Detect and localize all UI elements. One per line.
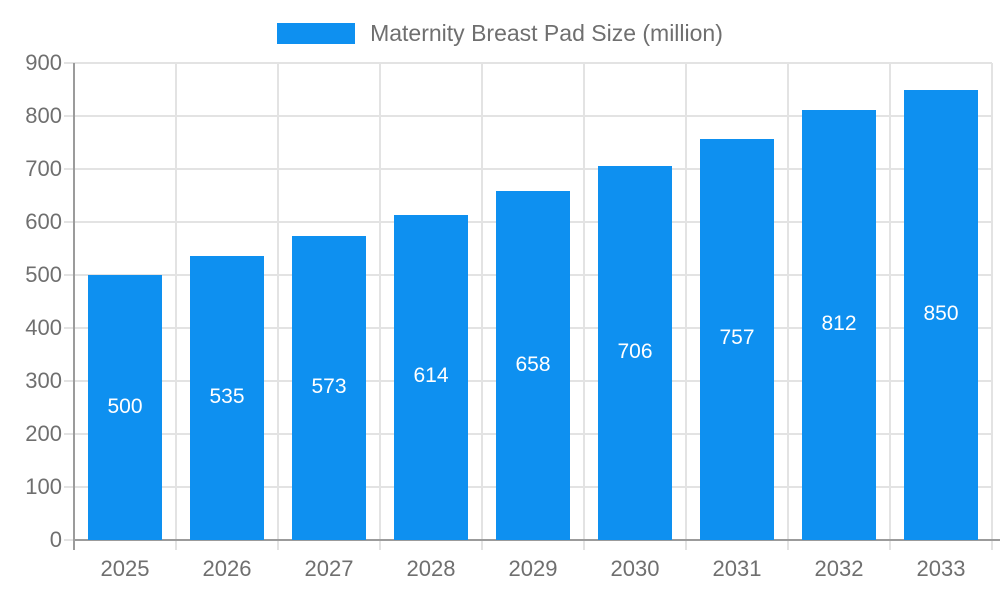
- x-gridline: [889, 63, 891, 540]
- y-tick-mark: [64, 433, 74, 435]
- bar-2027[interactable]: [292, 236, 366, 540]
- bar-value-label: 614: [413, 364, 449, 388]
- x-axis-tick-label: 2032: [814, 556, 864, 581]
- x-tick-mark: [685, 540, 687, 550]
- x-axis-tick-label: 2025: [100, 556, 150, 581]
- y-axis-tick-label: 700: [25, 156, 62, 181]
- x-tick-mark: [481, 540, 483, 550]
- x-axis-tick-label: 2029: [508, 556, 558, 581]
- y-tick-mark: [64, 62, 74, 64]
- x-axis-tick-label: 2030: [610, 556, 660, 581]
- y-axis-tick-label: 600: [25, 209, 62, 234]
- y-axis-tick-label: 800: [25, 103, 62, 128]
- x-gridline: [583, 63, 585, 540]
- y-axis-tick-label: 300: [25, 368, 62, 393]
- y-tick-mark: [64, 168, 74, 170]
- y-axis-tick-label: 100: [25, 474, 62, 499]
- x-axis-line: [74, 539, 1000, 541]
- bar-2026[interactable]: [190, 256, 264, 540]
- bar-value-label: 850: [923, 301, 959, 325]
- x-tick-mark: [991, 540, 993, 550]
- bar-value-label: 535: [209, 385, 245, 409]
- x-tick-mark: [583, 540, 585, 550]
- x-axis-tick-label: 2027: [304, 556, 354, 581]
- bar-value-label: 500: [107, 394, 143, 418]
- y-gridline: [74, 62, 992, 64]
- y-tick-mark: [64, 539, 74, 541]
- bar-value-label: 658: [515, 352, 551, 376]
- x-gridline: [685, 63, 687, 540]
- y-axis-tick-label: 900: [25, 50, 62, 75]
- bar-2031[interactable]: [700, 138, 774, 540]
- x-gridline: [787, 63, 789, 540]
- x-gridline: [379, 63, 381, 540]
- y-tick-mark: [64, 380, 74, 382]
- x-gridline: [481, 63, 483, 540]
- y-tick-mark: [64, 221, 74, 223]
- x-tick-mark: [175, 540, 177, 550]
- x-axis-tick-label: 2031: [712, 556, 762, 581]
- x-axis-tick-label: 2028: [406, 556, 456, 581]
- x-tick-mark: [379, 540, 381, 550]
- plot-area: 0 100 200 300 400 500 600 700 800 900 500 2025 535 20…: [25, 51, 1000, 581]
- bar-2025[interactable]: [88, 275, 162, 540]
- y-axis-line: [73, 63, 75, 550]
- y-axis-tick-label: 0: [49, 527, 62, 552]
- y-tick-mark: [64, 327, 74, 329]
- x-gridline: [277, 63, 279, 540]
- y-tick-mark: [64, 486, 74, 488]
- x-gridline: [175, 63, 177, 540]
- x-axis-tick-label: 2026: [202, 556, 252, 581]
- x-axis-tick-label: 2033: [916, 556, 966, 581]
- bar-value-label: 812: [821, 311, 857, 335]
- y-gridline: [74, 115, 992, 117]
- legend-label: Maternity Breast Pad Size (million): [370, 19, 723, 46]
- y-axis-tick-label: 500: [25, 262, 62, 287]
- x-tick-mark: [787, 540, 789, 550]
- bar-value-label: 706: [617, 339, 653, 363]
- y-tick-mark: [64, 274, 74, 276]
- y-axis-tick-label: 200: [25, 421, 62, 446]
- x-gridline: [991, 63, 993, 540]
- bar-2033[interactable]: [904, 89, 978, 540]
- bar-2028[interactable]: [394, 214, 468, 540]
- bar-2032[interactable]: [802, 109, 876, 540]
- bar-value-label: 757: [719, 326, 755, 350]
- y-tick-mark: [64, 115, 74, 117]
- y-axis-tick-label: 400: [25, 315, 62, 340]
- x-tick-mark: [889, 540, 891, 550]
- y-gridline: [74, 168, 992, 170]
- bar-2030[interactable]: [598, 165, 672, 540]
- bar-value-label: 573: [311, 375, 347, 399]
- legend-swatch: [277, 22, 356, 44]
- legend[interactable]: Maternity Breast Pad Size (million): [0, 20, 1000, 46]
- x-tick-mark: [277, 540, 279, 550]
- bar-2029[interactable]: [496, 191, 570, 540]
